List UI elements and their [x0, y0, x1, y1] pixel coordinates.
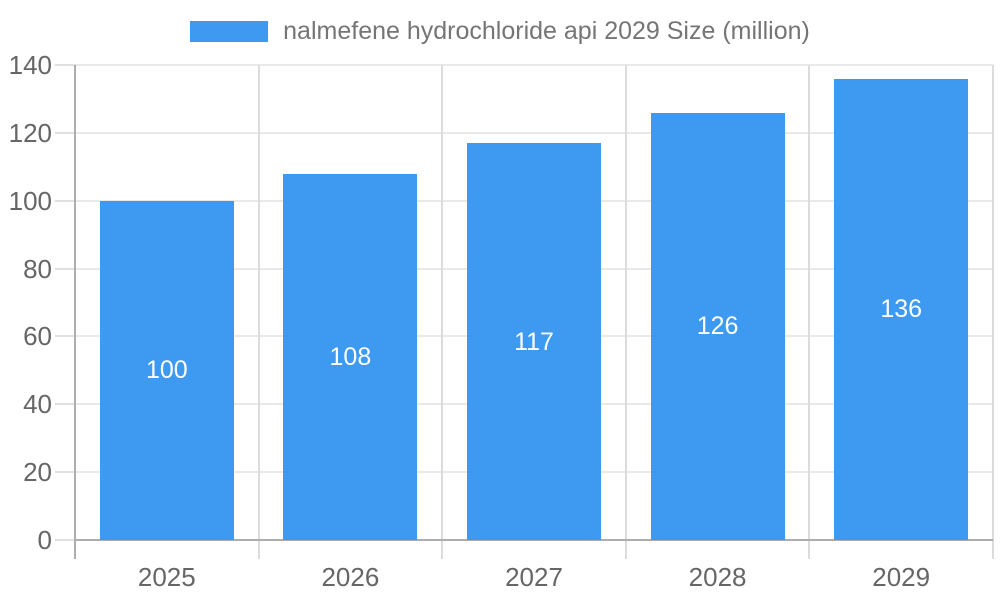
y-axis-label: 80 — [23, 253, 52, 284]
gridline-horizontal — [75, 64, 993, 66]
y-axis-tick — [55, 471, 75, 474]
x-axis-label: 2025 — [137, 562, 196, 592]
y-axis-label: 0 — [37, 525, 52, 555]
y-axis-label: 120 — [8, 117, 52, 148]
x-axis-label: 2026 — [321, 562, 380, 592]
gridline-vertical — [257, 65, 260, 559]
y-axis-tick — [55, 267, 75, 270]
y-axis-tick — [55, 64, 75, 66]
gridline-vertical — [808, 65, 811, 559]
bar-2026[interactable] — [283, 173, 418, 540]
x-axis-label: 2029 — [872, 562, 931, 592]
gridline-vertical — [992, 65, 994, 559]
gridline-vertical — [624, 65, 627, 559]
legend-swatch — [190, 20, 269, 42]
bar-2025[interactable] — [99, 200, 234, 540]
x-axis-line — [74, 539, 993, 541]
y-axis-line — [74, 65, 76, 559]
y-axis-tick — [55, 199, 75, 202]
y-axis-tick — [55, 335, 75, 338]
bar-value-label: 136 — [880, 295, 923, 324]
bar-value-label: 126 — [696, 312, 739, 341]
y-axis-label: 100 — [8, 185, 52, 216]
y-axis-label: 20 — [23, 457, 52, 488]
gridline-vertical — [441, 65, 444, 559]
bar-2029[interactable] — [834, 78, 969, 540]
y-axis-tick — [55, 403, 75, 406]
legend-label: nalmefene hydrochloride api 2029 Size (m… — [283, 16, 810, 45]
bar-2028[interactable] — [650, 112, 785, 540]
bar-value-label: 108 — [329, 342, 372, 371]
x-axis-label: 2028 — [688, 562, 747, 592]
legend-item[interactable]: nalmefene hydrochloride api 2029 Size (m… — [0, 16, 1000, 46]
bar-value-label: 100 — [145, 356, 188, 385]
x-axis-label: 2027 — [505, 562, 563, 592]
bar-value-label: 117 — [514, 327, 554, 356]
bar-2027[interactable] — [467, 143, 601, 540]
y-axis-label: 60 — [23, 321, 52, 352]
gridline-horizontal — [75, 131, 993, 134]
y-axis-tick — [55, 539, 75, 541]
y-axis-label: 140 — [8, 50, 52, 80]
y-axis-tick — [55, 131, 75, 134]
y-axis-label: 40 — [23, 389, 52, 420]
